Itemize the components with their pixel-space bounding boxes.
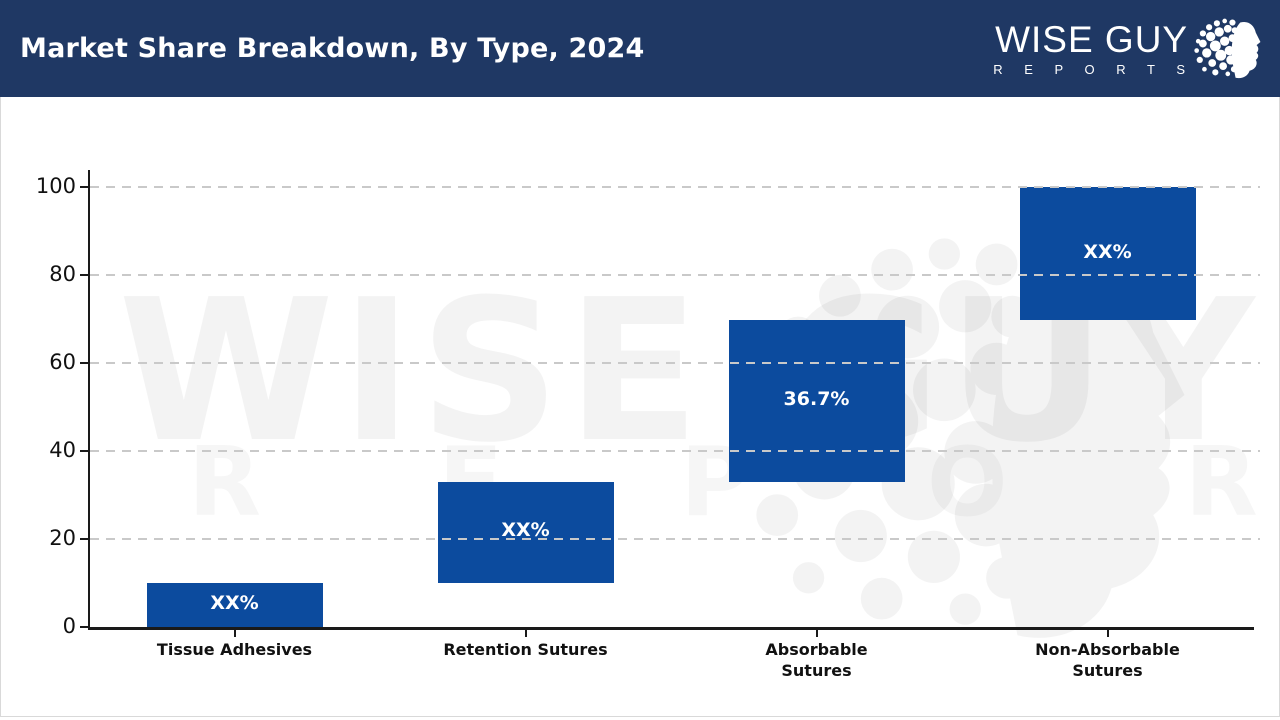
gridline-100 <box>90 186 1260 188</box>
bar-segment[interactable] <box>146 583 323 627</box>
y-axis-tick-40 <box>80 450 89 452</box>
x-axis-category-label: Non-Absorbable Sutures <box>1035 640 1180 680</box>
y-axis-tick-label-20: 20 <box>49 526 76 550</box>
x-axis-tick-3 <box>1106 629 1109 637</box>
y-axis-tick-0 <box>80 626 89 628</box>
chart-title: Market Share Breakdown, By Type, 2024 <box>20 33 645 64</box>
x-axis-category-label: Tissue Adhesives <box>156 640 313 659</box>
bar-value-label: 36.7% <box>783 388 850 411</box>
brand-logo: WISE GUY R E P O R T S <box>989 9 1262 89</box>
x-axis-tick-0 <box>233 629 236 637</box>
y-axis-tick-label-0: 0 <box>62 614 76 638</box>
bar-segment[interactable] <box>437 481 614 583</box>
x-axis-category-label: Absorbable Sutures <box>765 640 868 680</box>
y-axis-tick-20 <box>80 538 89 540</box>
y-axis-tick-label-60: 60 <box>49 350 76 374</box>
y-axis-tick-label-40: 40 <box>49 438 76 462</box>
gridline-20 <box>90 538 1260 540</box>
gridline-40 <box>90 450 1260 452</box>
y-axis-tick-label-80: 80 <box>49 262 76 286</box>
brand-tagline-text: R E P O R T S <box>993 62 1194 77</box>
y-axis-tick-100 <box>80 186 89 188</box>
x-axis-category-label: Retention Sutures <box>443 640 608 659</box>
x-axis-tick-2 <box>815 629 818 637</box>
y-axis-line <box>88 170 90 629</box>
y-axis-tick-label-100: 100 <box>35 174 76 198</box>
brand-wordmark: WISE GUY R E P O R T S <box>989 21 1194 76</box>
x-axis-line <box>88 627 1254 630</box>
bar-value-label: XX% <box>501 519 550 542</box>
y-axis-tick-60 <box>80 362 89 364</box>
y-axis-tick-80 <box>80 274 89 276</box>
header-banner: Market Share Breakdown, By Type, 2024 WI… <box>0 0 1280 97</box>
brand-name-text: WISE GUY <box>995 19 1189 60</box>
bar-value-label: XX% <box>210 592 259 614</box>
gridline-60 <box>90 362 1260 364</box>
x-axis-tick-1 <box>524 629 527 637</box>
bar-value-label: XX% <box>1083 240 1132 263</box>
gridline-80 <box>90 274 1260 276</box>
